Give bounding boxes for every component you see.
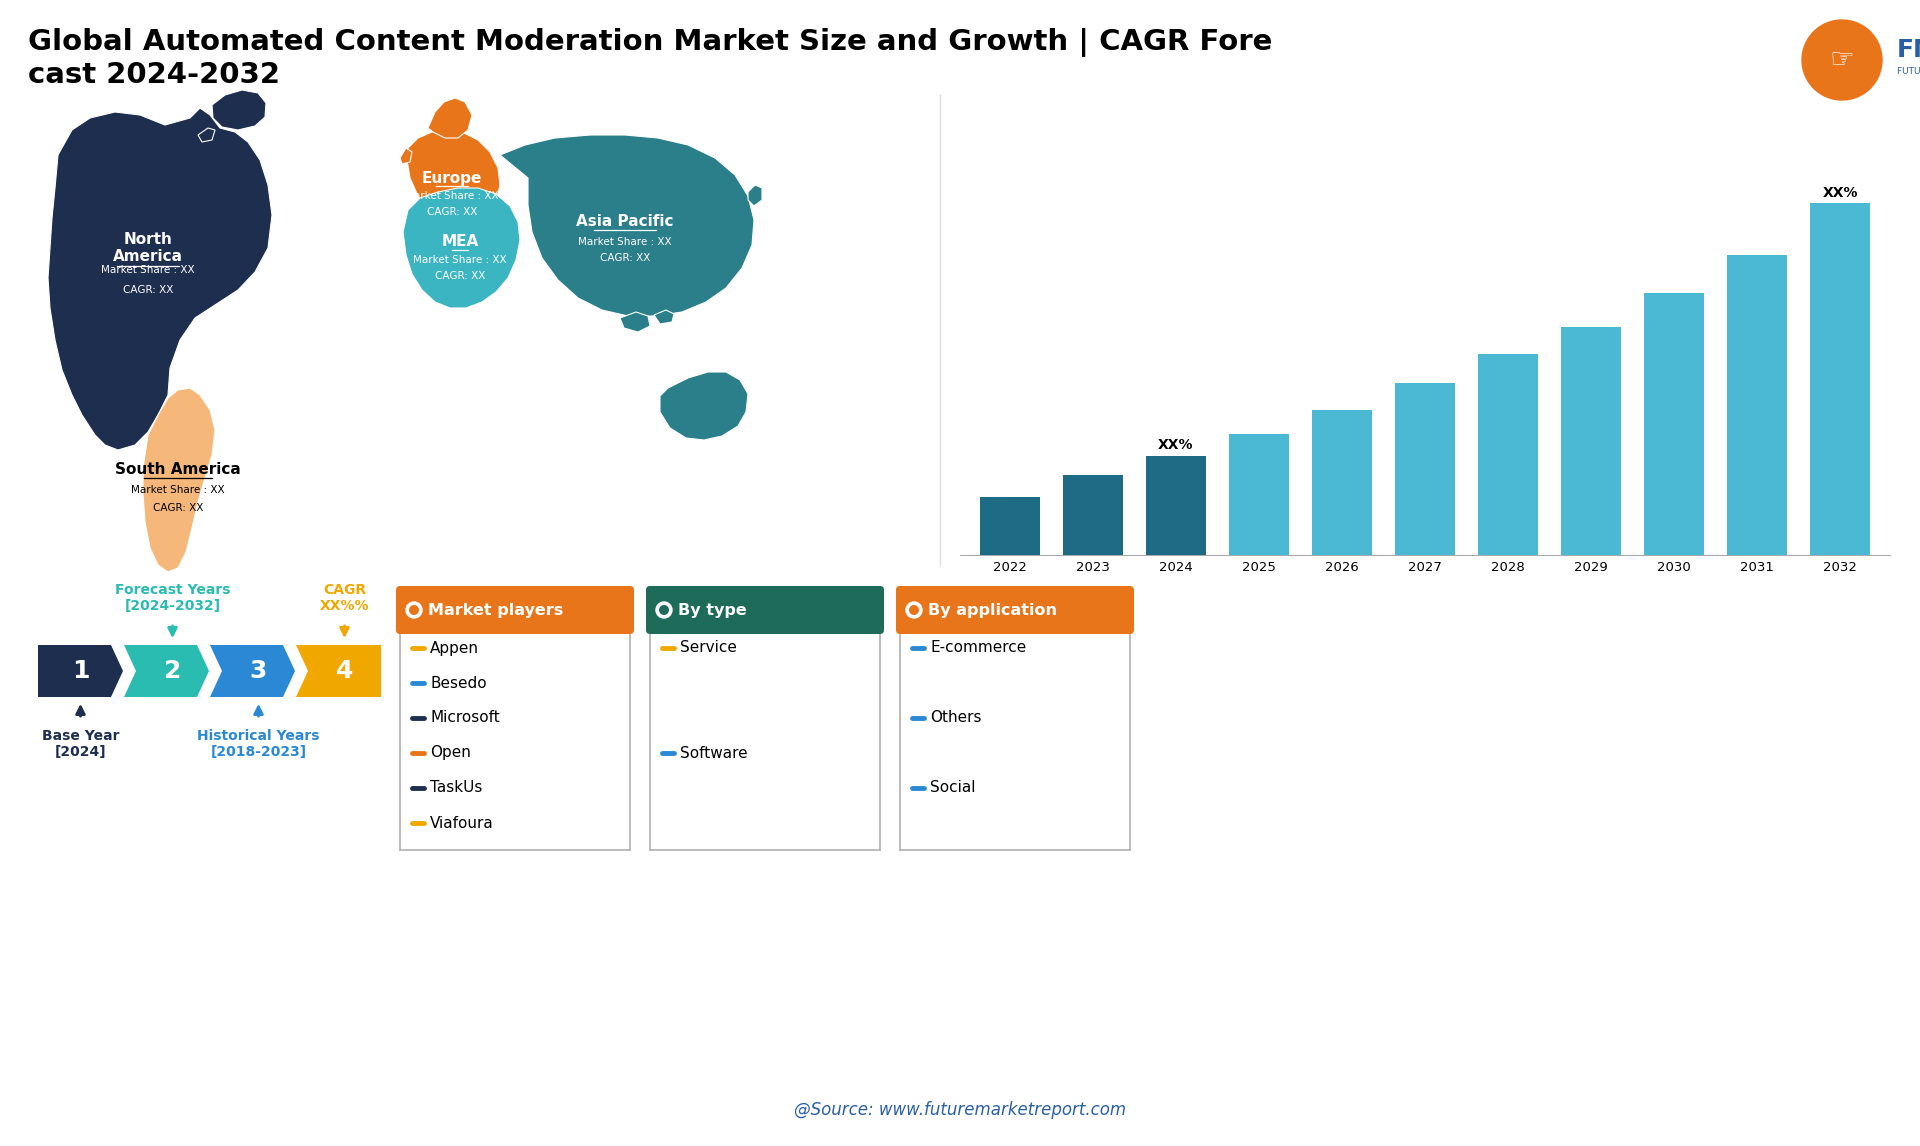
Polygon shape bbox=[38, 645, 123, 697]
Text: Microsoft: Microsoft bbox=[430, 711, 499, 725]
Polygon shape bbox=[620, 312, 651, 332]
Polygon shape bbox=[48, 108, 273, 450]
Polygon shape bbox=[142, 388, 215, 572]
Text: @Source: www.futuremarketreport.com: @Source: www.futuremarketreport.com bbox=[795, 1101, 1125, 1118]
Text: Market Share : XX: Market Share : XX bbox=[131, 485, 225, 495]
Text: Europe: Europe bbox=[422, 171, 482, 186]
Text: Social: Social bbox=[929, 780, 975, 795]
Text: Market Share : XX: Market Share : XX bbox=[102, 265, 194, 275]
Polygon shape bbox=[403, 188, 520, 308]
Text: TaskUs: TaskUs bbox=[430, 780, 482, 795]
Text: FUTURE MARKET REPORT: FUTURE MARKET REPORT bbox=[1897, 68, 1920, 77]
Polygon shape bbox=[125, 645, 209, 697]
Text: Software: Software bbox=[680, 746, 747, 761]
Bar bbox=[1146, 456, 1206, 555]
Text: By type: By type bbox=[678, 603, 747, 618]
Bar bbox=[1478, 354, 1538, 555]
Text: Appen: Appen bbox=[430, 641, 478, 656]
Text: Historical Years
[2018-2023]: Historical Years [2018-2023] bbox=[198, 729, 321, 759]
Polygon shape bbox=[209, 645, 296, 697]
Text: Open: Open bbox=[430, 746, 470, 761]
Bar bbox=[1064, 476, 1123, 555]
Bar bbox=[1811, 204, 1870, 555]
Text: Service: Service bbox=[680, 641, 737, 656]
Circle shape bbox=[1803, 19, 1882, 100]
FancyBboxPatch shape bbox=[897, 586, 1135, 634]
Text: 4: 4 bbox=[336, 659, 353, 683]
Text: CAGR: XX: CAGR: XX bbox=[154, 503, 204, 513]
Text: CAGR: XX: CAGR: XX bbox=[434, 270, 486, 281]
Text: CAGR: XX: CAGR: XX bbox=[426, 207, 478, 217]
Polygon shape bbox=[211, 91, 267, 129]
Polygon shape bbox=[660, 372, 749, 440]
Text: CAGR: XX: CAGR: XX bbox=[123, 285, 173, 295]
Polygon shape bbox=[296, 645, 380, 697]
Text: Automated Content Moderation
Market Size Growth In
Bln or Mln: Automated Content Moderation Market Size… bbox=[975, 108, 1325, 171]
Polygon shape bbox=[198, 128, 215, 142]
Text: Base Year
[2024]: Base Year [2024] bbox=[42, 729, 119, 759]
Circle shape bbox=[405, 602, 422, 618]
Bar bbox=[1728, 256, 1788, 555]
Text: South America: South America bbox=[115, 463, 240, 478]
FancyBboxPatch shape bbox=[645, 586, 883, 634]
Text: 1: 1 bbox=[71, 659, 88, 683]
Circle shape bbox=[657, 602, 672, 618]
Polygon shape bbox=[655, 311, 674, 324]
Text: By application: By application bbox=[927, 603, 1058, 618]
Circle shape bbox=[659, 605, 668, 615]
Circle shape bbox=[409, 605, 419, 615]
Bar bbox=[1396, 383, 1455, 555]
Text: Market players: Market players bbox=[428, 603, 563, 618]
Text: Global Automated Content Moderation Market Size and Growth | CAGR Fore
cast 2024: Global Automated Content Moderation Mark… bbox=[29, 28, 1273, 89]
Text: North
America: North America bbox=[113, 231, 182, 265]
Bar bbox=[1311, 410, 1373, 555]
Polygon shape bbox=[399, 148, 413, 164]
Circle shape bbox=[906, 602, 922, 618]
Text: XX%: XX% bbox=[1158, 439, 1194, 453]
Text: Asia Pacific: Asia Pacific bbox=[576, 214, 674, 229]
Text: Besedo: Besedo bbox=[430, 675, 486, 691]
Text: CAGR: XX: CAGR: XX bbox=[599, 253, 651, 262]
Text: 2: 2 bbox=[163, 659, 180, 683]
Polygon shape bbox=[499, 135, 755, 316]
Polygon shape bbox=[407, 129, 499, 225]
Text: CAGR
XX%%: CAGR XX%% bbox=[321, 583, 369, 613]
Bar bbox=[979, 497, 1041, 555]
Bar bbox=[1229, 434, 1288, 555]
Text: Market Share : XX: Market Share : XX bbox=[405, 191, 499, 201]
Text: XX%: XX% bbox=[1822, 186, 1859, 201]
Text: Market Share : XX: Market Share : XX bbox=[578, 237, 672, 248]
Text: E-commerce: E-commerce bbox=[929, 641, 1027, 656]
Bar bbox=[1644, 292, 1705, 555]
Polygon shape bbox=[428, 99, 472, 138]
Circle shape bbox=[908, 605, 920, 615]
Bar bbox=[1561, 328, 1620, 555]
Text: MEA: MEA bbox=[442, 235, 478, 250]
Text: ☞: ☞ bbox=[1830, 46, 1855, 74]
Text: Others: Others bbox=[929, 711, 981, 725]
Text: 3: 3 bbox=[250, 659, 267, 683]
Text: FMR: FMR bbox=[1897, 38, 1920, 62]
FancyBboxPatch shape bbox=[396, 586, 634, 634]
Text: Market Share : XX: Market Share : XX bbox=[413, 256, 507, 265]
Polygon shape bbox=[749, 185, 762, 206]
Text: Forecast Years
[2024-2032]: Forecast Years [2024-2032] bbox=[115, 583, 230, 613]
Text: Viafoura: Viafoura bbox=[430, 816, 493, 831]
